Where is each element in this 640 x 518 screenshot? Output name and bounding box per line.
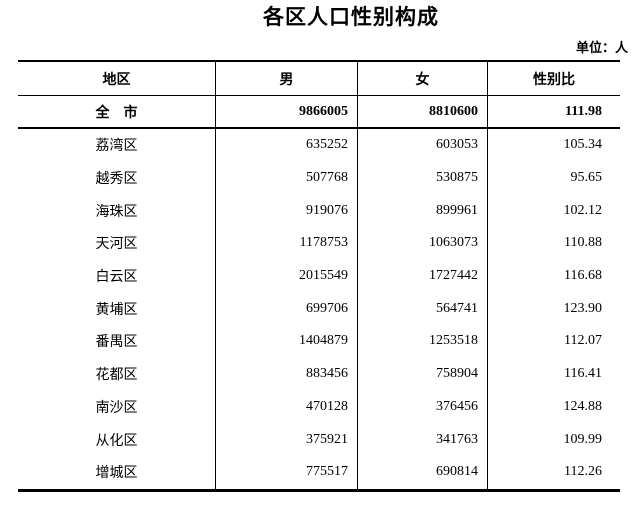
- table-row: 从化区 375921 341763 109.99: [18, 423, 620, 456]
- female-cell: 1253518: [358, 325, 488, 358]
- unit-label: 单位：人: [575, 40, 628, 55]
- male-cell: 9866005: [216, 96, 358, 127]
- ratio-cell: 116.41: [564, 366, 602, 382]
- ratio-cell: 95.65: [570, 170, 603, 186]
- column-header-region: 地区: [18, 62, 216, 95]
- table-row: 番禺区 1404879 1253518 112.07: [18, 325, 620, 358]
- table-row: 增城区 775517 690814 112.26: [18, 455, 620, 489]
- table-row: 南沙区 470128 376456 124.88: [18, 390, 620, 424]
- ratio-cell: 112.07: [564, 333, 602, 349]
- table-row: 天河区 1178753 1063073 110.88: [18, 227, 620, 260]
- region-cell: 天河区: [18, 227, 216, 260]
- column-header-male: 男: [216, 62, 358, 95]
- region-cell: 白云区: [18, 259, 216, 293]
- male-cell: 775517: [216, 455, 358, 489]
- female-cell: 530875: [358, 161, 488, 195]
- female-cell: 758904: [358, 357, 488, 391]
- region-cell: 荔湾区: [18, 129, 216, 162]
- ratio-cell: 112.26: [564, 464, 602, 480]
- table-row: 越秀区 507768 530875 95.65: [18, 161, 620, 195]
- male-cell: 699706: [216, 292, 358, 326]
- ratio-cell: 110.88: [564, 235, 602, 251]
- male-cell: 1178753: [216, 227, 358, 260]
- table-row: 荔湾区 635252 603053 105.34: [18, 129, 620, 162]
- male-cell: 507768: [216, 161, 358, 195]
- table-row-total: 全 市 9866005 8810600 111.98: [18, 96, 620, 129]
- male-cell: 1404879: [216, 325, 358, 358]
- region-cell: 越秀区: [18, 161, 216, 195]
- male-cell: 635252: [216, 129, 358, 162]
- male-cell: 883456: [216, 357, 358, 391]
- region-cell: 黄埔区: [18, 292, 216, 326]
- female-cell: 690814: [358, 455, 488, 489]
- ratio-cell: 124.88: [563, 398, 603, 414]
- table-row: 白云区 2015549 1727442 116.68: [18, 259, 620, 293]
- ratio-cell: 105.34: [563, 137, 603, 153]
- page-title: 各区人口性别构成: [263, 6, 439, 29]
- male-cell: 470128: [216, 390, 358, 424]
- column-header-ratio: 性别比: [533, 72, 575, 88]
- region-cell: 番禺区: [18, 325, 216, 358]
- table-header-row: 地区 男 女 性别比: [18, 62, 620, 96]
- female-cell: 603053: [358, 129, 488, 162]
- female-cell: 341763: [358, 423, 488, 456]
- female-cell: 899961: [358, 194, 488, 228]
- male-cell: 2015549: [216, 259, 358, 293]
- ratio-cell: 123.90: [563, 300, 603, 316]
- female-cell: 1727442: [358, 259, 488, 293]
- ratio-cell: 109.99: [563, 431, 603, 447]
- region-cell: 花都区: [18, 357, 216, 391]
- female-cell: 376456: [358, 390, 488, 424]
- region-cell: 海珠区: [18, 194, 216, 228]
- male-cell: 375921: [216, 423, 358, 456]
- table-row: 花都区 883456 758904 116.41: [18, 357, 620, 391]
- female-cell: 8810600: [358, 96, 488, 127]
- ratio-cell: 116.68: [564, 268, 602, 284]
- female-cell: 1063073: [358, 227, 488, 260]
- ratio-cell: 111.98: [565, 103, 602, 119]
- table-row: 海珠区 919076 899961 102.12: [18, 194, 620, 228]
- region-cell: 南沙区: [18, 390, 216, 424]
- male-cell: 919076: [216, 194, 358, 228]
- ratio-cell: 102.12: [563, 202, 603, 218]
- column-header-female: 女: [358, 62, 488, 95]
- region-cell: 从化区: [18, 423, 216, 456]
- population-table: 地区 男 女 性别比 全 市 9866005 8810600 111.98 荔湾…: [18, 60, 620, 492]
- region-cell: 增城区: [18, 455, 216, 489]
- table-row: 黄埔区 699706 564741 123.90: [18, 292, 620, 326]
- region-cell: 全 市: [18, 96, 216, 127]
- female-cell: 564741: [358, 292, 488, 326]
